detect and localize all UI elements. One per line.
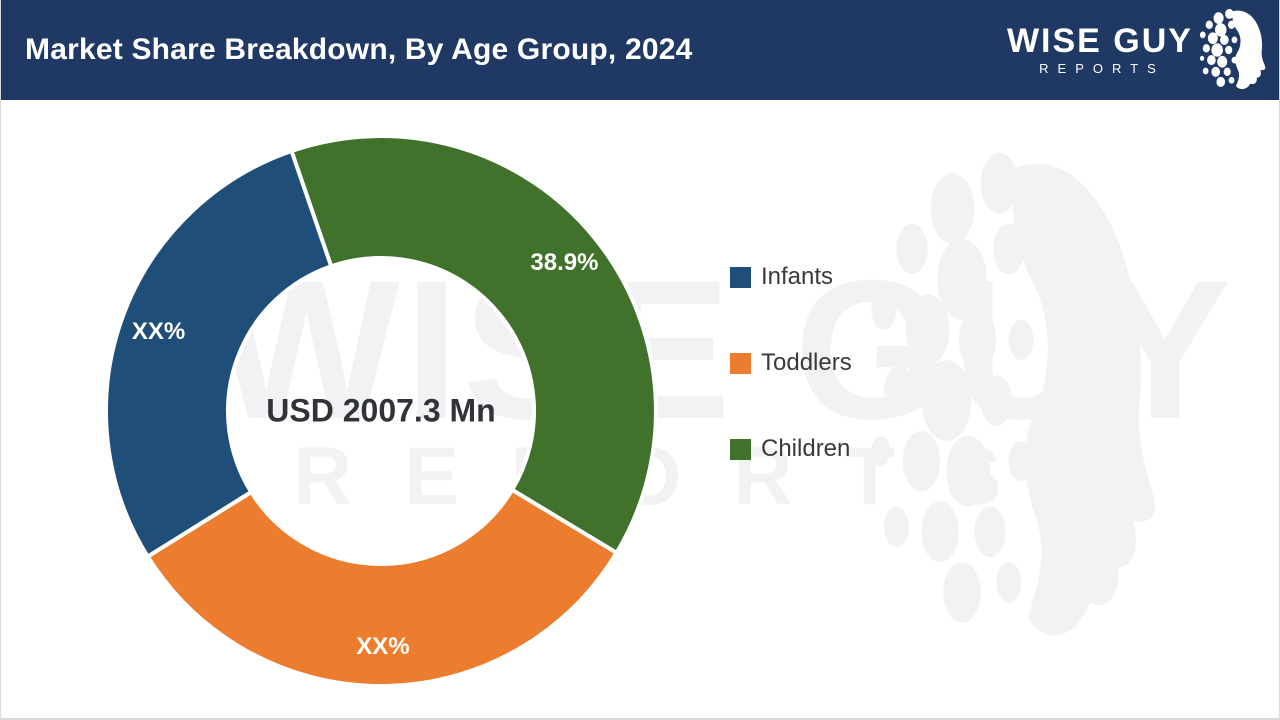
legend-item-toddlers: Toddlers (730, 348, 852, 378)
segment-percentage-label-infants: XX% (131, 318, 186, 346)
segment-percentage-label-toddlers: XX% (356, 632, 410, 660)
chart-legend: Infants Toddlers Children (730, 262, 852, 464)
watermark-face-icon (871, 153, 1156, 636)
donut-segment-children (289, 134, 658, 555)
wise-guy-reports-logo: WISE GUY REPORTS (1007, 8, 1279, 92)
header-bar: Market Share Breakdown, By Age Group, 20… (1, 0, 1279, 100)
logo-face-icon (1199, 8, 1266, 90)
legend-label: Children (761, 435, 851, 462)
donut-chart: USD 2007.3 Mn 38.9% XX% XX% (104, 134, 658, 688)
segment-percentage-label-children: 38.9% (530, 248, 599, 276)
chart-center-value: USD 2007.3 Mn (266, 392, 496, 429)
legend-swatch-children (730, 438, 751, 460)
donut-segment-infants (104, 149, 334, 559)
legend-item-children: Children (730, 434, 852, 464)
legend-label: Infants (761, 263, 834, 290)
legend-item-infants: Infants (730, 262, 852, 292)
legend-swatch-toddlers (730, 352, 751, 374)
donut-segment-toddlers (145, 487, 619, 688)
page-title: Market Share Breakdown, By Age Group, 20… (25, 33, 693, 66)
legend-swatch-infants (730, 266, 751, 288)
legend-label: Toddlers (761, 349, 852, 376)
logo-name: WISE GUY (1006, 22, 1193, 60)
donut-rings (104, 134, 658, 688)
logo-subtitle: REPORTS (1039, 61, 1165, 76)
logo-text: WISE GUY REPORTS (1007, 24, 1193, 76)
